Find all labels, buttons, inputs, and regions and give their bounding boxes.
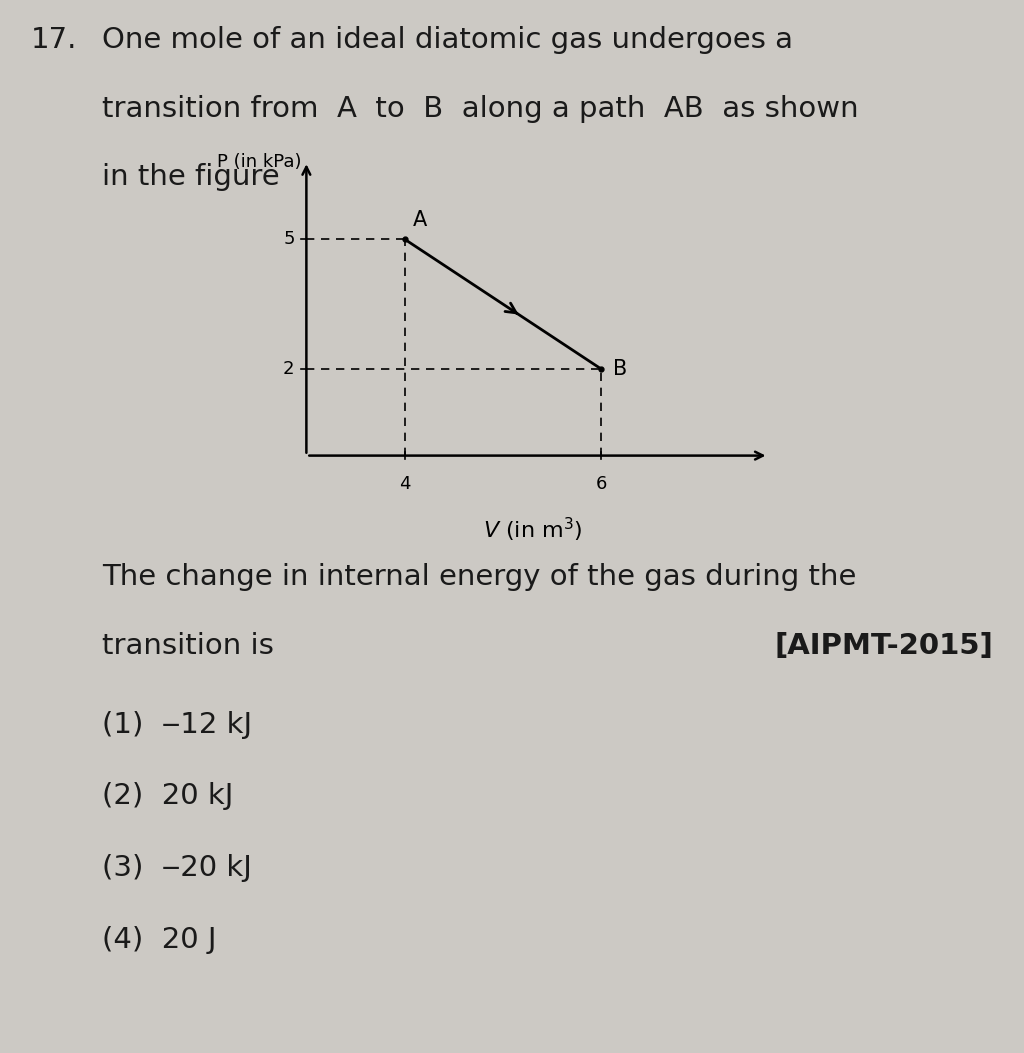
- Text: A: A: [413, 210, 427, 230]
- Text: transition is: transition is: [102, 632, 274, 660]
- Text: 4: 4: [399, 475, 411, 493]
- Text: [AIPMT-2015]: [AIPMT-2015]: [774, 632, 993, 660]
- Text: 5: 5: [283, 231, 295, 249]
- Text: 17.: 17.: [31, 26, 77, 55]
- Text: P (in kPa): P (in kPa): [217, 153, 301, 171]
- Text: B: B: [613, 359, 628, 379]
- Text: $V$ (in m$^3$): $V$ (in m$^3$): [482, 516, 583, 544]
- Text: (3)  ‒20 kJ: (3) ‒20 kJ: [102, 854, 252, 882]
- Text: 2: 2: [283, 360, 295, 378]
- Text: (1)  ‒12 kJ: (1) ‒12 kJ: [102, 711, 253, 739]
- Text: 6: 6: [596, 475, 607, 493]
- Text: One mole of an ideal diatomic gas undergoes a: One mole of an ideal diatomic gas underg…: [102, 26, 794, 55]
- Text: (4)  20 J: (4) 20 J: [102, 926, 217, 954]
- Text: in the figure: in the figure: [102, 163, 280, 192]
- Text: The change in internal energy of the gas during the: The change in internal energy of the gas…: [102, 563, 857, 592]
- Text: transition from  A  to  B  along a path  AB  as shown: transition from A to B along a path AB a…: [102, 95, 859, 123]
- Text: $\gamma=\dfrac{7}{5}$: $\gamma=\dfrac{7}{5}$: [471, 158, 548, 216]
- Text: (2)  20 kJ: (2) 20 kJ: [102, 782, 233, 811]
